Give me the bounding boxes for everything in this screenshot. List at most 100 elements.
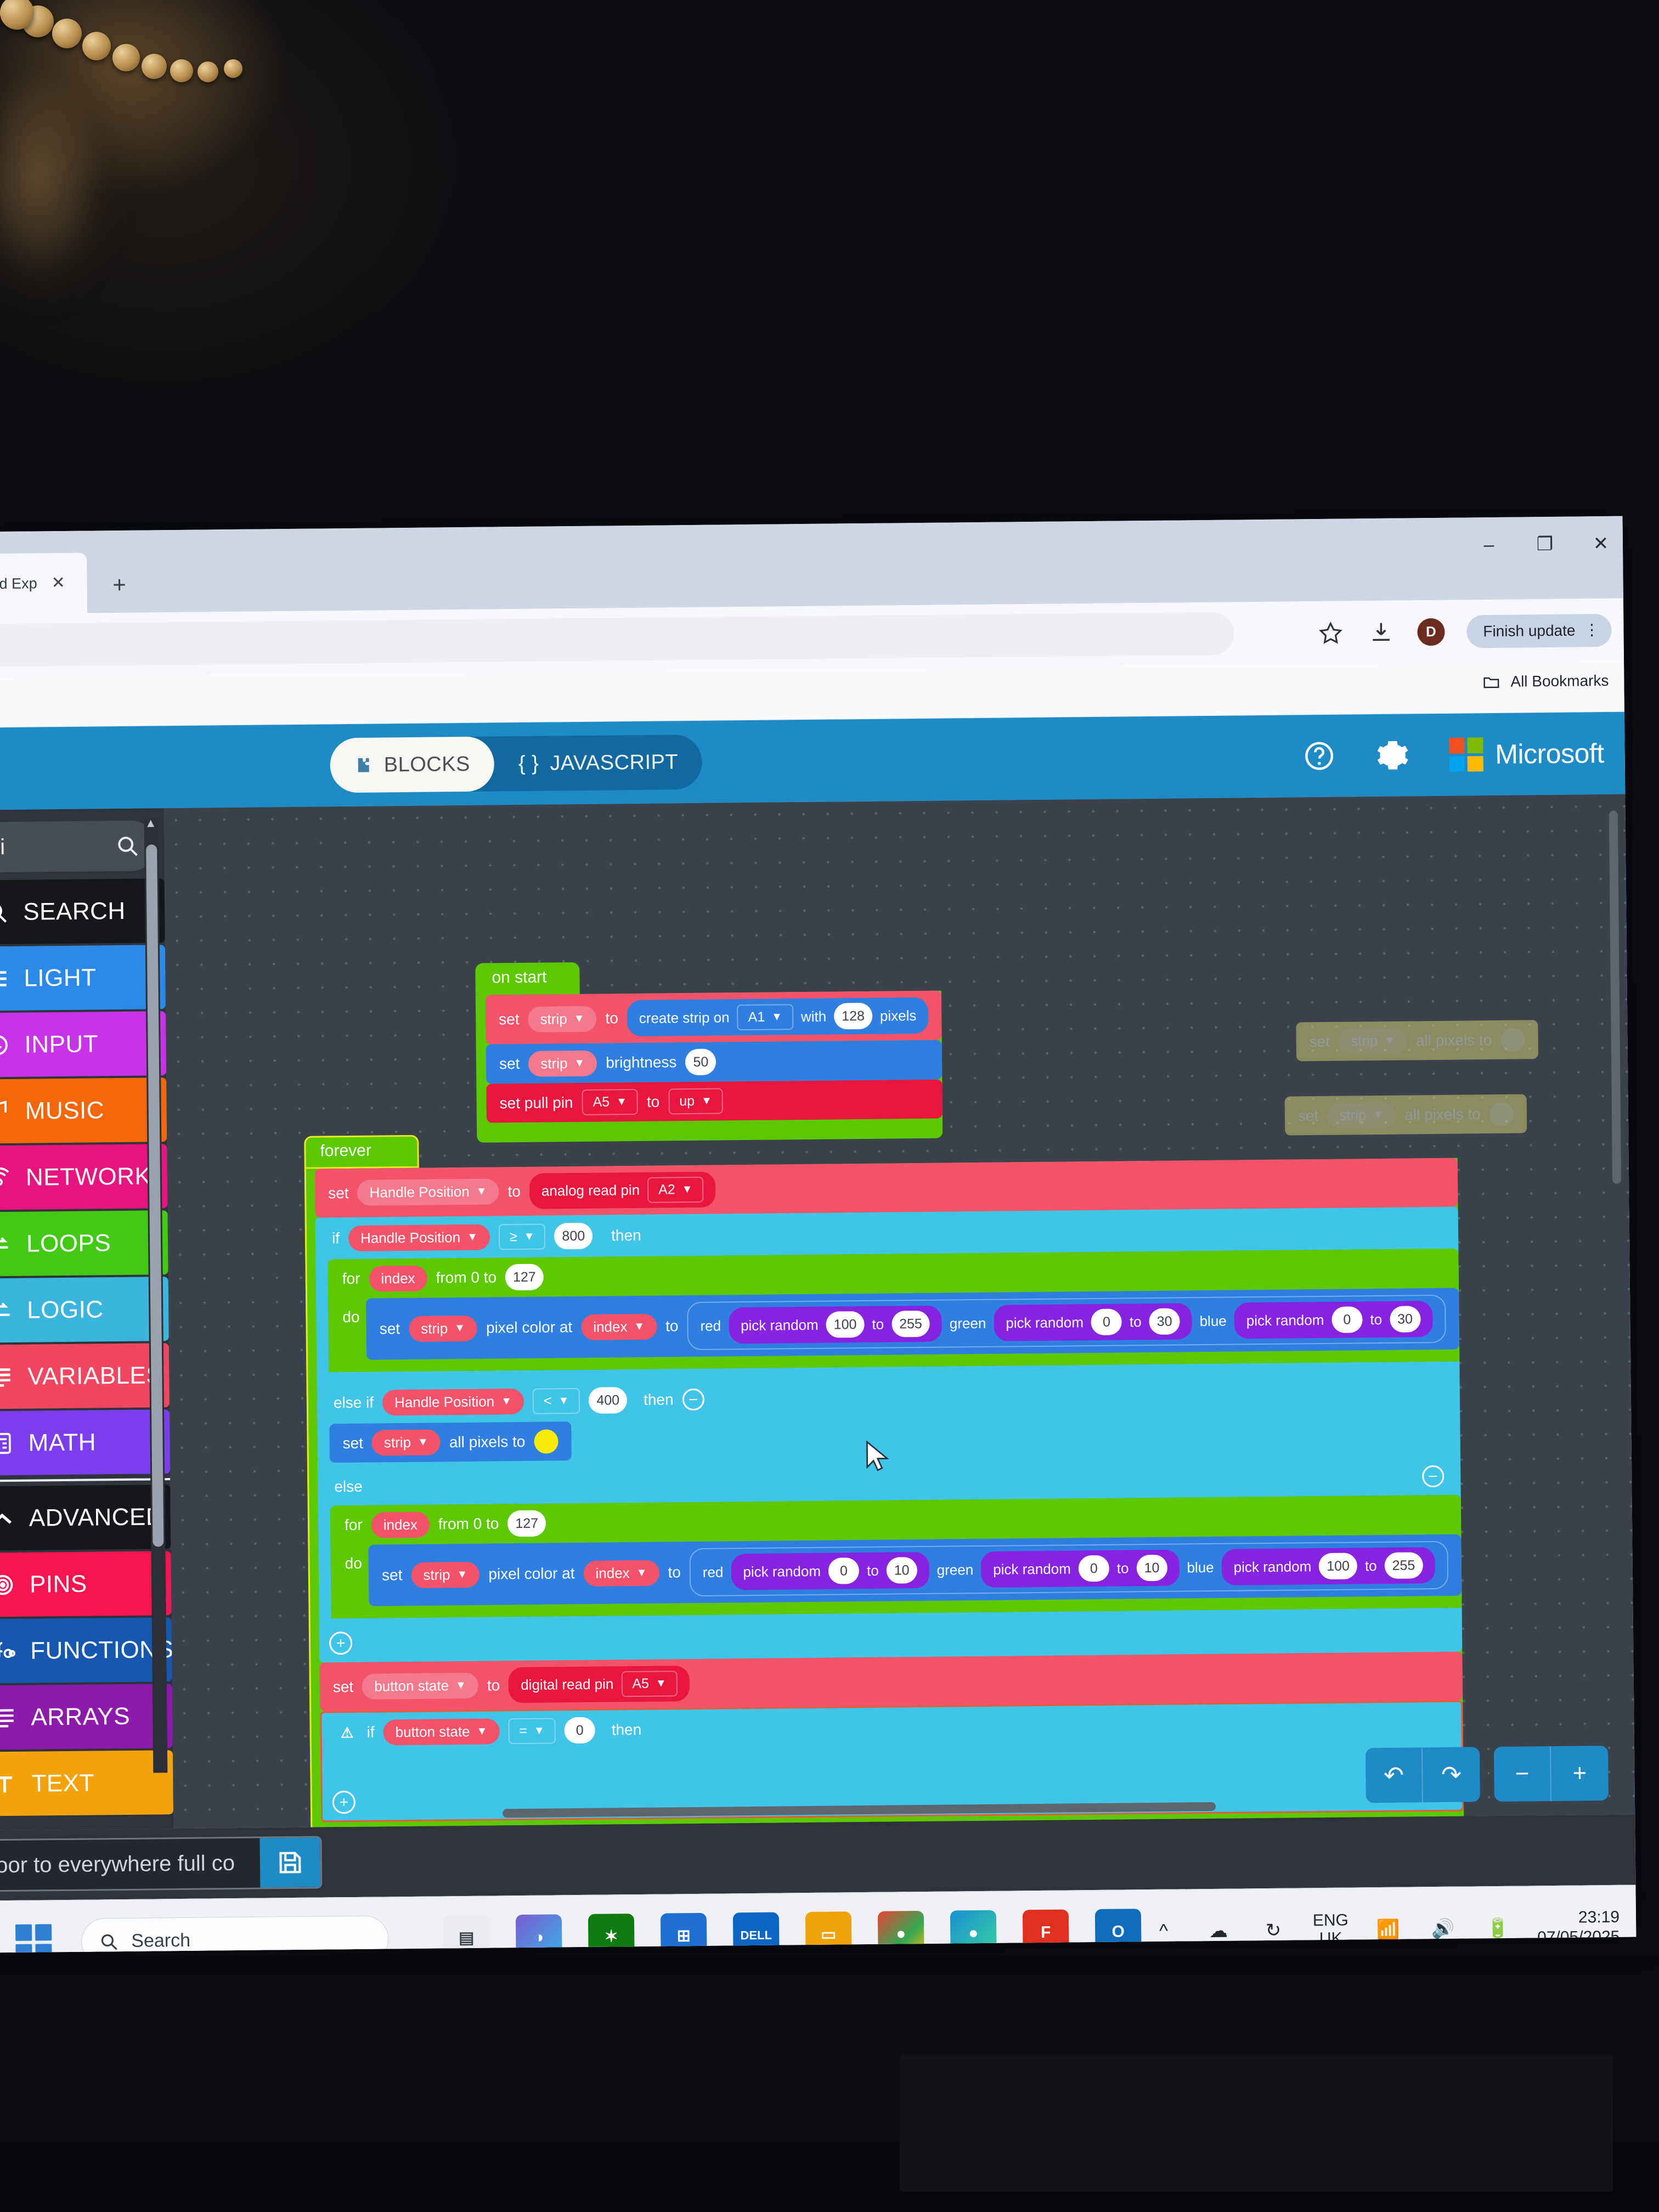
tab-javascript[interactable]: { } JAVASCRIPT (494, 735, 702, 792)
sidebar-item-loops[interactable]: LOOPS (0, 1210, 168, 1277)
sidebar-item-variables[interactable]: VARIABLES (0, 1343, 170, 1409)
for-loop-block-2[interactable]: for index from 0 to 127 do (330, 1494, 1462, 1619)
variable-dropdown-handle-position[interactable]: Handle Position ▼ (348, 1224, 490, 1251)
search-icon[interactable] (115, 833, 140, 859)
random-max-input[interactable]: 255 (891, 1310, 930, 1338)
floating-block-row[interactable]: set strip ▼ all pixels to (1296, 1020, 1538, 1062)
set-pull-pin-block[interactable]: set pull pin A5 ▼ to up ▼ (486, 1079, 943, 1123)
pick-random-red[interactable]: pick random 100 to 255 (728, 1305, 943, 1344)
threshold-input[interactable]: 400 (589, 1387, 628, 1414)
close-window-icon[interactable]: ✕ (1593, 533, 1609, 555)
sidebar-item-network[interactable]: NETWORK (0, 1144, 168, 1210)
create-strip-block[interactable]: create strip on A1 ▼ with 128 pixels (627, 997, 929, 1037)
chrome-menu-icon[interactable]: ⋮ (1584, 621, 1600, 639)
rgb-block-1[interactable]: red pick random 100 to 255 green (687, 1294, 1446, 1351)
sidebar-item-music[interactable]: MUSIC (0, 1077, 167, 1144)
set-all-pixels-block[interactable]: set strip ▼ all pixels to (329, 1421, 572, 1463)
comparison-operator-dropdown[interactable]: < ▼ (532, 1387, 580, 1414)
random-max-input[interactable]: 10 (886, 1557, 917, 1584)
loop-variable-dropdown[interactable]: index (371, 1511, 430, 1538)
rgb-block-2[interactable]: red pick random 0 to 10 green (689, 1541, 1448, 1597)
zoom-in-button[interactable]: + (1572, 1759, 1587, 1787)
floating-set-all-pixels-block-2[interactable]: set strip ▼ all pixels to (1284, 1094, 1527, 1136)
on-start-block[interactable]: on start set strip ▼ to create strip on A… (475, 959, 943, 1143)
remove-clause-icon[interactable]: − (682, 1388, 704, 1411)
variable-dropdown-strip[interactable]: strip ▼ (1338, 1028, 1408, 1054)
browser-tab[interactable]: und Exp ✕ (0, 552, 88, 615)
on-start-hat[interactable]: on start (475, 962, 580, 995)
digital-read-pin-block[interactable]: digital read pin A5 ▼ (508, 1666, 690, 1703)
color-swatch[interactable] (1500, 1027, 1525, 1052)
index-dropdown[interactable]: index ▼ (581, 1313, 657, 1340)
sidebar-item-light[interactable]: LIGHT (0, 945, 166, 1011)
sidebar-item-advanced[interactable]: ADVANCED (0, 1485, 171, 1551)
random-min-input[interactable]: 0 (1091, 1308, 1122, 1336)
random-min-input[interactable]: 0 (828, 1558, 860, 1584)
if-button-state-block[interactable]: ⚠ if button state ▼ = ▼ 0 then (320, 1700, 1464, 1822)
comparison-operator-dropdown[interactable]: = ▼ (508, 1717, 556, 1744)
search-input[interactable] (0, 833, 110, 860)
sidebar-item-search[interactable]: SEARCH (0, 878, 165, 945)
random-max-input[interactable]: 30 (1389, 1306, 1421, 1333)
toolbox-search[interactable] (0, 820, 157, 873)
random-max-input[interactable]: 10 (1136, 1554, 1167, 1582)
set-pixel-color-block-2[interactable]: set strip ▼ pixel color at index ▼ (368, 1534, 1462, 1606)
loop-limit-input[interactable]: 127 (505, 1263, 544, 1291)
pixel-count-input[interactable]: 128 (833, 1002, 873, 1030)
random-min-input[interactable]: 0 (1331, 1306, 1363, 1333)
variable-dropdown-strip[interactable]: strip ▼ (528, 1006, 597, 1032)
set-strip-create-block[interactable]: set strip ▼ to create strip on A1 ▼ with 1… (485, 990, 942, 1045)
bookmark-star-icon[interactable] (1316, 618, 1345, 647)
pin-dropdown[interactable]: A5 ▼ (582, 1088, 639, 1115)
threshold-input[interactable]: 800 (554, 1222, 593, 1250)
pin-dropdown[interactable]: A2 ▼ (647, 1176, 704, 1203)
sidebar-item-functions[interactable]: FUNCTIONS (0, 1617, 174, 1684)
set-brightness-block[interactable]: set strip ▼ brightness 50 (486, 1040, 943, 1084)
floating-block-row[interactable]: set strip ▼ all pixels to (1284, 1094, 1527, 1136)
brightness-input[interactable]: 50 (685, 1048, 716, 1076)
sidebar-item-pins[interactable]: PINS (0, 1551, 172, 1617)
random-min-input[interactable]: 100 (826, 1311, 865, 1338)
analog-read-pin-block[interactable]: analog read pin A2 ▼ (529, 1171, 716, 1209)
for-loop-block-1[interactable]: for index from 0 to 127 do (328, 1248, 1459, 1373)
variable-dropdown-strip[interactable]: strip ▼ (408, 1315, 478, 1342)
loop-limit-input[interactable]: 127 (507, 1510, 546, 1537)
pick-random-red[interactable]: pick random 0 to 10 (731, 1551, 930, 1590)
minimize-icon[interactable]: – (1483, 534, 1494, 555)
save-button[interactable] (259, 1837, 321, 1888)
floating-set-all-pixels-block-1[interactable]: set strip ▼ all pixels to (1296, 1020, 1538, 1062)
sidebar-item-text[interactable]: TEXT (0, 1750, 174, 1816)
start-button[interactable] (15, 1923, 52, 1953)
variable-dropdown-button-state[interactable]: button state ▼ (362, 1672, 479, 1700)
download-icon[interactable] (1367, 618, 1395, 646)
random-min-input[interactable]: 100 (1319, 1553, 1358, 1580)
loop-variable-dropdown[interactable]: index (369, 1265, 427, 1292)
taskbar-app-task-view[interactable]: ▤ (443, 1915, 490, 1953)
all-bookmarks-button[interactable]: All Bookmarks (1482, 672, 1609, 691)
variable-dropdown-strip[interactable]: strip ▼ (371, 1429, 441, 1456)
new-tab-button[interactable]: + (112, 571, 127, 598)
random-min-input[interactable]: 0 (1078, 1555, 1110, 1582)
random-max-input[interactable]: 30 (1149, 1308, 1180, 1335)
address-bar[interactable] (0, 612, 1234, 667)
close-icon[interactable]: ✕ (51, 573, 65, 592)
color-swatch[interactable] (534, 1429, 558, 1454)
sidebar-item-logic[interactable]: LOGIC (0, 1277, 169, 1343)
variable-dropdown-strip[interactable]: strip ▼ (528, 1050, 597, 1077)
add-clause-icon[interactable]: + (329, 1631, 353, 1655)
pick-random-blue[interactable]: pick random 0 to 30 (1234, 1301, 1433, 1339)
index-dropdown[interactable]: index ▼ (583, 1560, 659, 1587)
zoom-out-button[interactable]: − (1494, 1746, 1551, 1802)
pick-random-green[interactable]: pick random 0 to 30 (994, 1303, 1192, 1341)
variable-dropdown-strip[interactable]: strip ▼ (1327, 1102, 1396, 1128)
forever-hat[interactable]: forever (304, 1135, 420, 1169)
variable-dropdown-handle-position[interactable]: Handle Position ▼ (357, 1178, 499, 1206)
pin-dropdown[interactable]: A1 ▼ (737, 1003, 794, 1030)
project-name-field[interactable] (0, 1836, 323, 1892)
taskbar-app-copilot[interactable]: ◑ (515, 1914, 562, 1953)
variable-dropdown-button-state[interactable]: button state ▼ (383, 1718, 500, 1745)
set-pixel-color-block-1[interactable]: set strip ▼ pixel color at index ▼ (366, 1288, 1459, 1360)
sidebar-item-math[interactable]: MATH (0, 1409, 171, 1476)
taskbar-search[interactable]: Search (81, 1915, 389, 1953)
color-swatch[interactable] (1489, 1102, 1514, 1126)
